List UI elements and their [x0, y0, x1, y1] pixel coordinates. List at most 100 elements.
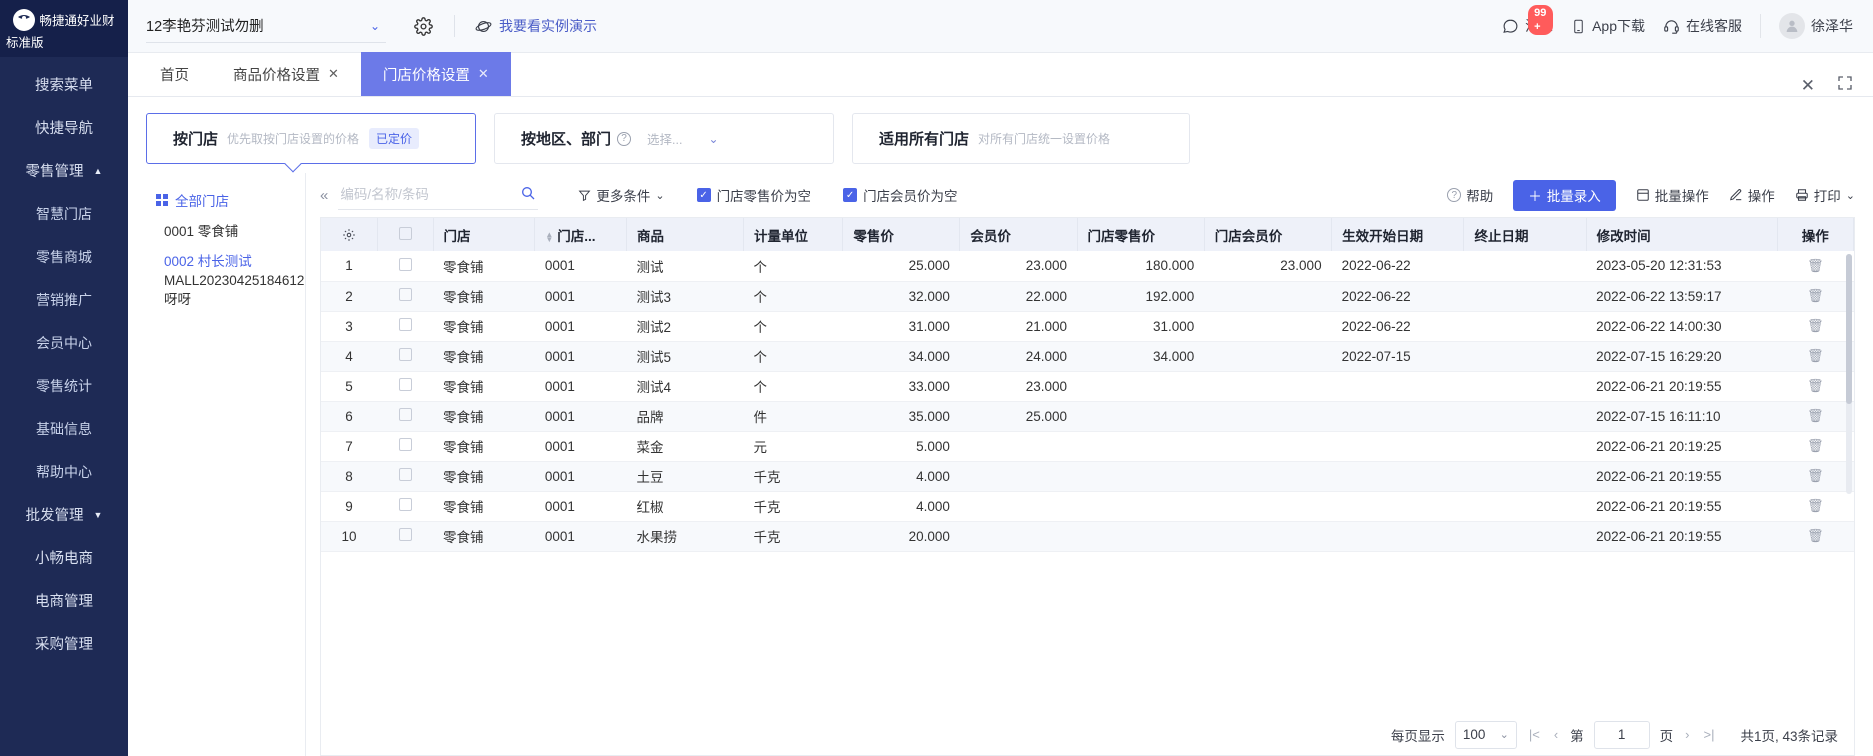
header-unit[interactable]: 计量单位 [743, 218, 844, 251]
close-icon[interactable]: ✕ [477, 66, 489, 81]
checkbox-icon[interactable] [398, 498, 412, 511]
cell-actions[interactable]: 🗑 [1777, 461, 1854, 492]
gear-icon[interactable] [412, 15, 434, 37]
checkbox-icon[interactable] [398, 288, 412, 301]
table-row[interactable]: 8 零食铺 0001 土豆 千克 4.000 [321, 461, 1854, 492]
delete-icon[interactable]: 🗑 [1807, 468, 1824, 483]
last-page-button[interactable]: >| [1703, 727, 1715, 742]
mode-card-by-store[interactable]: 按门店 优先取按门店设置的价格 已定价 [146, 113, 476, 173]
header-store-code[interactable]: ▲ ▼ 门店... [534, 218, 627, 251]
checkbox-store-member-empty[interactable]: ✓ 门店会员价为空 [843, 185, 958, 205]
cell-actions[interactable]: 🗑 [1777, 491, 1854, 522]
delete-icon[interactable]: 🗑 [1807, 378, 1824, 393]
checkbox-icon[interactable] [398, 528, 412, 541]
sidebar-item-smart-store[interactable]: 智慧门店 [36, 205, 92, 222]
checkbox-icon[interactable] [398, 318, 412, 331]
store-list-item-0001[interactable]: 0001 零食铺 [128, 215, 305, 245]
delete-icon[interactable]: 🗑 [1807, 288, 1824, 303]
online-service-button[interactable]: 在线客服 [1663, 16, 1742, 36]
row-checkbox-cell[interactable] [377, 311, 433, 342]
sidebar-item-wholesale-mgmt[interactable]: 批发管理 ▼ [25, 508, 103, 524]
sidebar-item-quick-nav[interactable]: 快捷导航 [35, 121, 93, 137]
batch-import-button[interactable]: ＋ 批量录入 [1513, 179, 1616, 211]
batch-operation-button[interactable]: 批量操作 [1636, 185, 1709, 205]
delete-icon[interactable]: 🗑 [1807, 408, 1824, 423]
column-settings-header[interactable] [321, 218, 378, 251]
header-store[interactable]: 门店 [433, 218, 536, 251]
help-circle-icon[interactable]: ? [617, 131, 632, 146]
checkbox-icon[interactable] [398, 468, 412, 481]
checkbox-icon[interactable] [398, 378, 412, 391]
row-checkbox-cell[interactable] [377, 461, 433, 492]
header-start-date[interactable]: 生效开始日期 [1331, 218, 1465, 251]
sidebar-item-help-center[interactable]: 帮助中心 [36, 463, 92, 480]
operate-button[interactable]: 操作 [1729, 185, 1775, 205]
sidebar-item-xiaochang-ec[interactable]: 小畅电商 [35, 551, 93, 567]
table-row[interactable]: 5 零食铺 0001 测试4 个 33.000 23.000 [321, 371, 1854, 402]
header-modified-time[interactable]: 修改时间 [1586, 218, 1778, 251]
row-checkbox-cell[interactable] [377, 251, 433, 282]
sidebar-item-retail-mall[interactable]: 零售商城 [36, 248, 92, 265]
row-checkbox-cell[interactable] [377, 491, 433, 522]
store-list-item-0002[interactable]: 0002 村长测试 [128, 245, 305, 275]
mode-card-all-stores[interactable]: 适用所有门店 对所有门店统一设置价格 [852, 113, 1190, 164]
sidebar-item-basic-info[interactable]: 基础信息 [36, 420, 92, 437]
sidebar-item-retail-mgmt[interactable]: 零售管理 ▲ [25, 164, 103, 180]
table-row[interactable]: 6 零食铺 0001 品牌 件 35.000 25.000 [321, 401, 1854, 432]
sidebar-item-marketing[interactable]: 营销推广 [36, 291, 92, 308]
vertical-scrollbar-thumb[interactable] [1846, 254, 1852, 404]
more-conditions-button[interactable]: 更多条件 ⌄ [578, 185, 665, 205]
cell-actions[interactable]: 🗑 [1777, 401, 1854, 432]
delete-icon[interactable]: 🗑 [1807, 318, 1824, 333]
table-row[interactable]: 1 零食铺 0001 测试 个 25.000 23.000 180.000 23… [321, 251, 1854, 282]
user-menu[interactable]: 徐泽华 [1779, 13, 1853, 39]
app-download-button[interactable]: App下载 [1571, 16, 1645, 36]
cell-actions[interactable]: 🗑 [1777, 311, 1854, 342]
chevron-down-icon[interactable]: ⌄ [708, 131, 719, 146]
sidebar-item-purchase-mgmt[interactable]: 采购管理 [35, 637, 93, 653]
table-row[interactable]: 10 零食铺 0001 水果捞 千克 20.000 [321, 521, 1854, 552]
company-selector[interactable]: 12李艳芬测试勿删 ⌄ [146, 9, 386, 43]
tab-product-price-setting[interactable]: 商品价格设置 ✕ [211, 52, 361, 96]
delete-icon[interactable]: 🗑 [1807, 528, 1824, 543]
delete-icon[interactable]: 🗑 [1807, 257, 1824, 273]
cell-actions[interactable]: 🗑 [1777, 371, 1854, 402]
first-page-button[interactable]: |< [1528, 727, 1540, 742]
delete-icon[interactable]: 🗑 [1807, 348, 1824, 363]
checkbox-icon[interactable] [398, 257, 412, 271]
demo-link[interactable]: 我要看实例演示 [475, 16, 597, 36]
header-member-price[interactable]: 会员价 [959, 218, 1078, 251]
prev-page-button[interactable]: ‹ [1553, 727, 1559, 742]
sort-icon[interactable]: ▲ ▼ [545, 229, 554, 244]
header-end-date[interactable]: 终止日期 [1463, 218, 1587, 251]
search-box[interactable] [338, 180, 539, 210]
close-icon[interactable]: ✕ [1800, 75, 1815, 95]
sidebar-item-member-center[interactable]: 会员中心 [36, 334, 92, 351]
table-row[interactable]: 9 零食铺 0001 红椒 千克 4.000 [321, 491, 1854, 522]
cell-actions[interactable]: 🗑 [1777, 341, 1854, 372]
page-input[interactable]: 1 [1593, 720, 1650, 749]
header-store-retail-price[interactable]: 门店零售价 [1077, 218, 1205, 251]
table-row[interactable]: 4 零食铺 0001 测试5 个 34.000 24.000 34.000 [321, 341, 1854, 372]
close-icon[interactable]: ✕ [328, 66, 339, 81]
help-button[interactable]: ? 帮助 [1447, 185, 1493, 205]
sidebar-item-ec-mgmt[interactable]: 电商管理 [35, 594, 93, 610]
per-page-select[interactable]: 100 ⌄ [1454, 720, 1517, 749]
row-checkbox-cell[interactable] [377, 401, 433, 432]
row-checkbox-cell[interactable] [377, 281, 433, 312]
checkbox-icon[interactable] [398, 226, 412, 240]
delete-icon[interactable]: 🗑 [1807, 438, 1824, 453]
sidebar-item-retail-stats[interactable]: 零售统计 [36, 377, 92, 394]
next-page-button[interactable]: › [1685, 727, 1690, 742]
store-list-item-mall[interactable]: MALL20230425184612 呀呀 [128, 273, 305, 307]
header-goods[interactable]: 商品 [626, 218, 745, 251]
row-checkbox-cell[interactable] [377, 431, 433, 462]
table-row[interactable]: 7 零食铺 0001 菜金 元 5.000 [321, 431, 1854, 462]
search-icon[interactable] [520, 185, 536, 204]
print-button[interactable]: 打印 ⌄ [1795, 185, 1855, 205]
table-row[interactable]: 2 零食铺 0001 测试3 个 32.000 22.000 192.000 [321, 281, 1854, 312]
row-checkbox-cell[interactable] [377, 371, 433, 402]
cell-actions[interactable]: 🗑 [1777, 281, 1854, 312]
cell-actions[interactable]: 🗑 [1777, 431, 1854, 462]
row-checkbox-cell[interactable] [377, 341, 433, 372]
